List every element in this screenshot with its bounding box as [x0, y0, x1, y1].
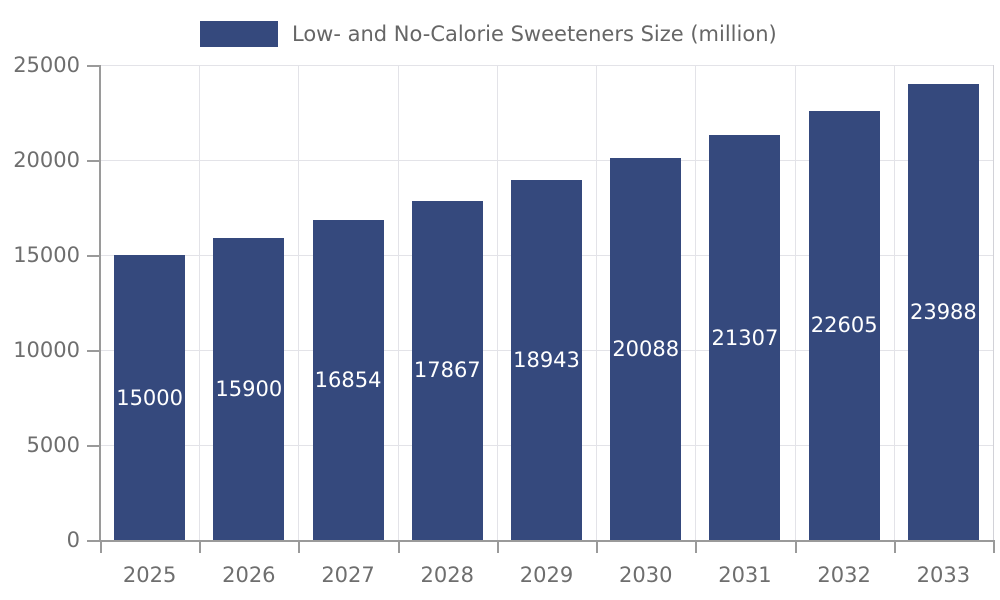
- y-tick: [87, 540, 100, 542]
- bar-value-label: 22605: [810, 313, 878, 338]
- x-tick: [100, 540, 102, 553]
- y-tick-label: 10000: [13, 338, 80, 362]
- y-tick-label: 5000: [26, 433, 80, 457]
- y-tick: [87, 445, 100, 447]
- x-tick: [298, 540, 301, 553]
- legend-swatch: [200, 21, 278, 47]
- bar-value-label: 21307: [711, 325, 779, 350]
- bar-value-label: 23988: [909, 300, 977, 325]
- x-tick: [893, 540, 896, 553]
- gridline-vertical: [596, 65, 598, 540]
- gridline-vertical: [298, 65, 300, 540]
- x-tick-label: 2031: [718, 563, 772, 587]
- x-tick-label: 2026: [222, 563, 276, 587]
- bar: [709, 135, 781, 540]
- x-tick: [695, 540, 698, 553]
- axis-right-spine: [993, 65, 994, 540]
- gridline-vertical: [496, 65, 498, 540]
- gridline-horizontal: [100, 160, 993, 161]
- bar-value-label: 18943: [513, 348, 580, 373]
- y-tick-label: 20000: [13, 148, 80, 172]
- x-tick-label: 2025: [122, 563, 177, 587]
- gridline-vertical: [695, 65, 697, 540]
- bar-value-label: 15900: [215, 376, 283, 401]
- x-tick-label: 2029: [519, 563, 574, 587]
- x-tick-label: 2032: [817, 563, 871, 587]
- x-tick: [993, 540, 995, 553]
- y-tick: [87, 255, 100, 257]
- bar: [907, 84, 979, 540]
- bar: [114, 255, 186, 540]
- x-tick: [199, 540, 202, 553]
- legend-label: Low- and No-Calorie Sweeteners Size (mil…: [292, 22, 777, 46]
- legend: Low- and No-Calorie Sweeteners Size (mil…: [200, 21, 777, 47]
- bar: [808, 110, 880, 540]
- gridline-vertical: [199, 65, 201, 540]
- bar: [213, 237, 285, 540]
- x-tick-label: 2033: [916, 563, 971, 587]
- x-tick: [397, 540, 400, 553]
- gridline-vertical: [397, 65, 399, 540]
- gridline-horizontal: [100, 65, 993, 66]
- y-tick-label: 25000: [13, 53, 80, 77]
- bar-value-label: 16854: [314, 367, 382, 392]
- gridline-vertical: [794, 65, 796, 540]
- x-tick-label: 2030: [618, 563, 673, 587]
- bar-value-label: 17867: [413, 358, 481, 383]
- x-tick-label: 2027: [321, 563, 375, 587]
- bar: [312, 219, 384, 540]
- y-tick: [87, 350, 100, 352]
- gridline-vertical: [893, 65, 895, 540]
- bar: [610, 158, 682, 540]
- bar-value-label: 20088: [612, 337, 680, 362]
- y-tick-label: 0: [66, 528, 80, 552]
- x-tick-label: 2028: [420, 563, 474, 587]
- bar-value-label: 15000: [116, 385, 184, 410]
- x-tick: [794, 540, 797, 553]
- axis-bottom: [98, 540, 994, 542]
- y-tick: [87, 160, 100, 162]
- x-tick: [596, 540, 599, 553]
- y-tick: [87, 65, 100, 67]
- bar: [411, 200, 483, 540]
- axis-left-spine: [99, 65, 101, 540]
- bar: [511, 180, 582, 540]
- y-tick-label: 15000: [13, 243, 80, 267]
- x-tick: [496, 540, 499, 553]
